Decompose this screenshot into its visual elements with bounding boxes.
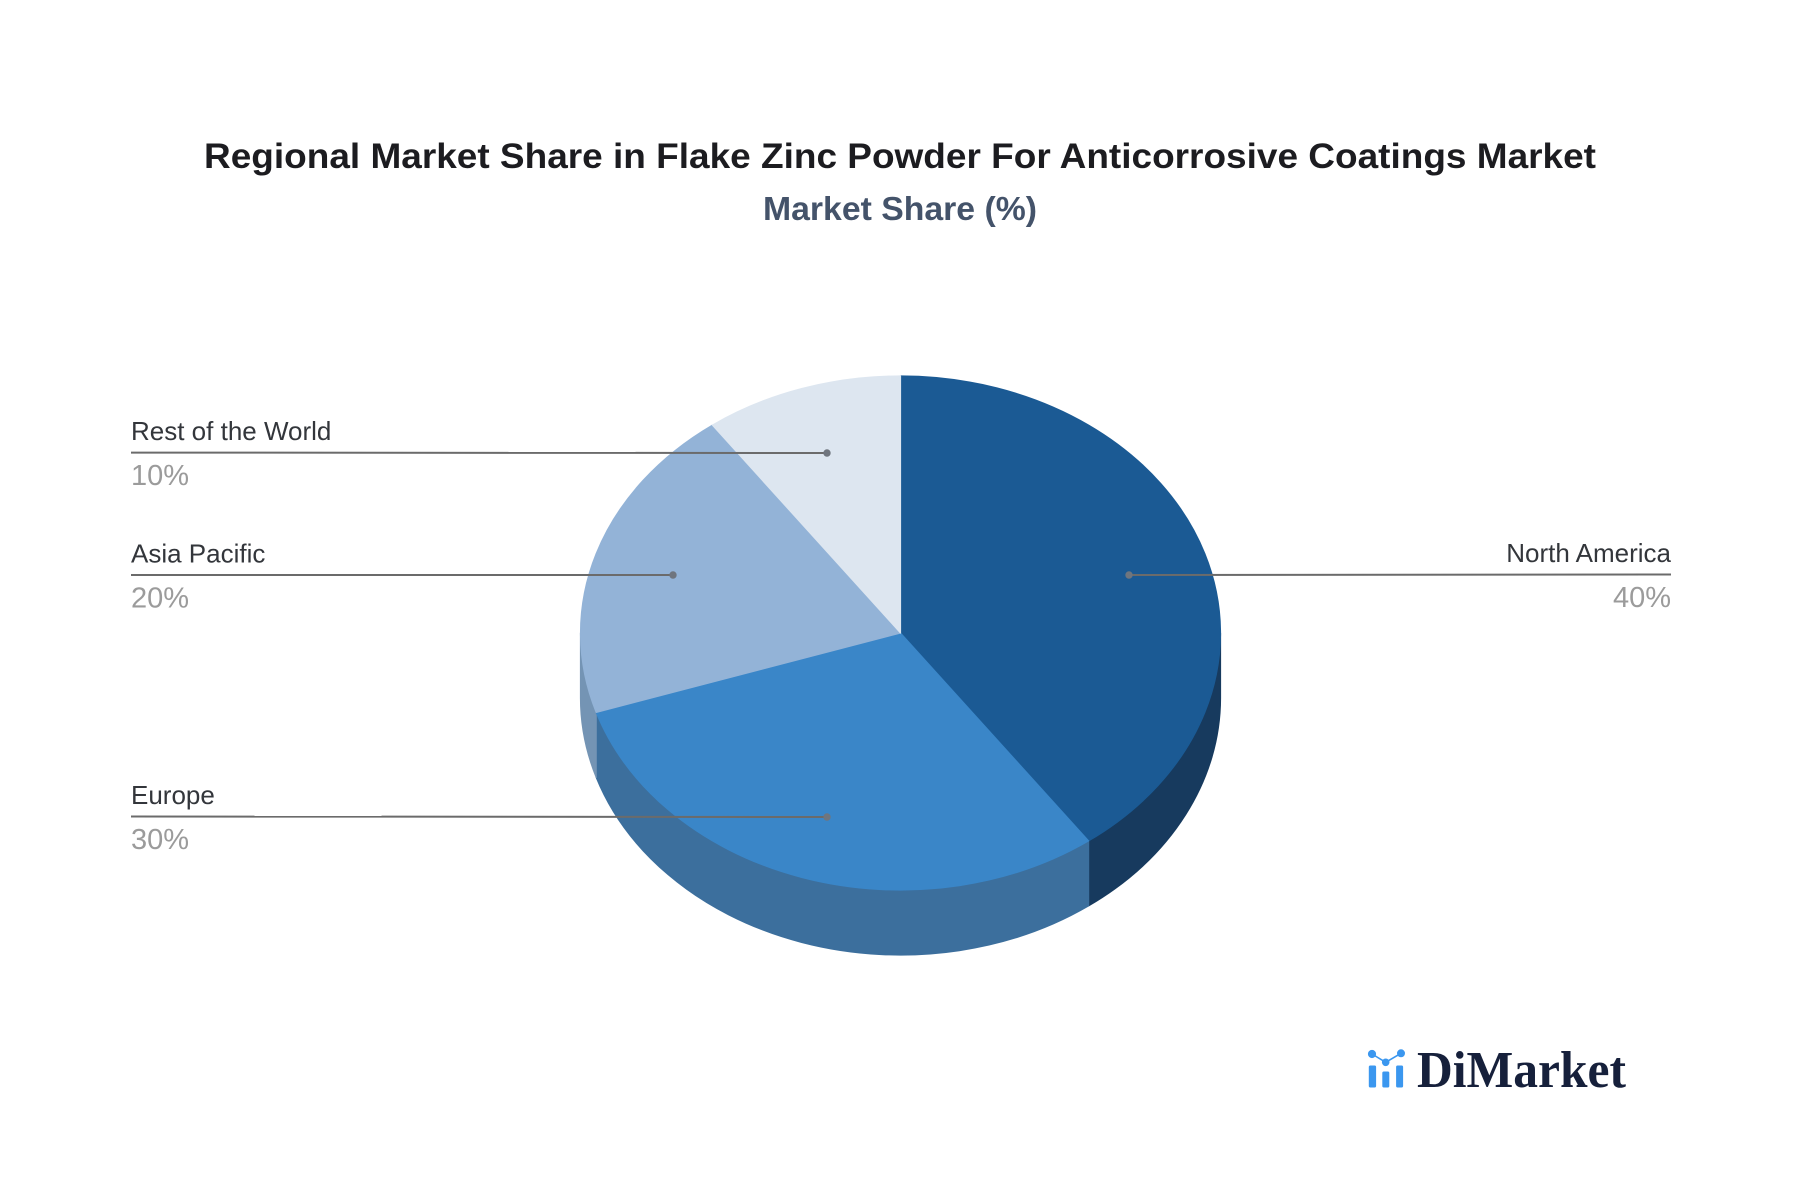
svg-text:DiMarket: DiMarket [1417,1042,1627,1099]
svg-text:30%: 30% [131,824,189,856]
svg-text:Regional Market Share in Flake: Regional Market Share in Flake Zinc Powd… [204,137,1596,176]
svg-text:10%: 10% [131,460,189,492]
svg-text:Rest of the World: Rest of the World [131,416,331,446]
svg-text:Market Share (%): Market Share (%) [763,190,1037,227]
svg-text:North America: North America [1506,538,1671,568]
svg-text:40%: 40% [1613,582,1671,614]
svg-text:Asia Pacific: Asia Pacific [131,539,265,569]
svg-text:20%: 20% [131,583,189,615]
svg-text:Europe: Europe [131,780,215,810]
